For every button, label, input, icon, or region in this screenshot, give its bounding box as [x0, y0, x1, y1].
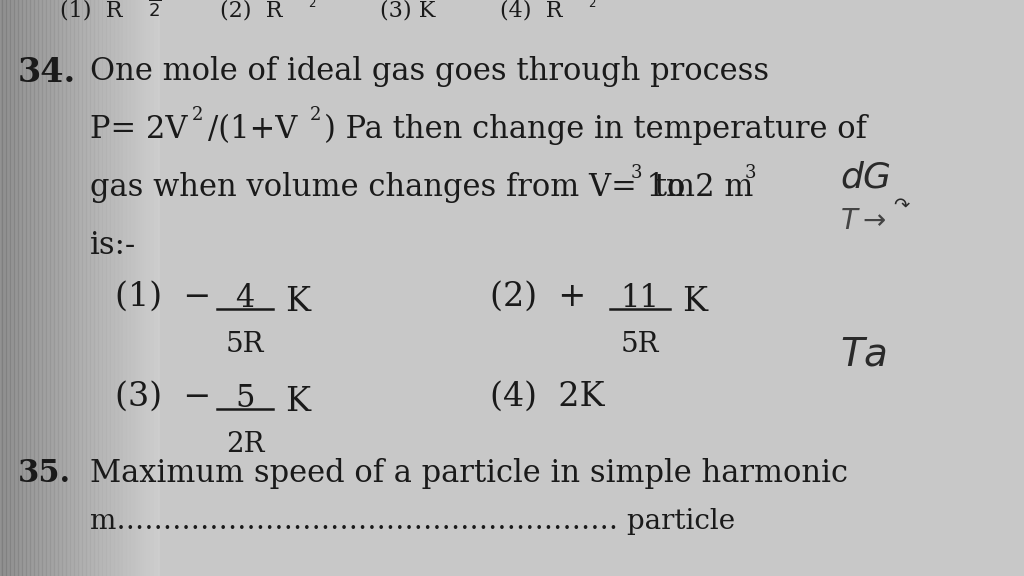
Text: (1)  R: (1) R	[60, 0, 123, 22]
Text: m……………………………………………… particle: m……………………………………………… particle	[90, 508, 735, 535]
Text: (1)  −: (1) −	[115, 281, 211, 313]
Text: 5R: 5R	[225, 331, 264, 358]
Text: /(1+V: /(1+V	[208, 114, 297, 145]
Text: 2R: 2R	[225, 431, 264, 458]
Text: K: K	[285, 386, 310, 418]
Text: (2)  R: (2) R	[220, 0, 283, 22]
Text: $\mathit{\curvearrowright}$: $\mathit{\curvearrowright}$	[890, 196, 911, 214]
Text: 3: 3	[631, 164, 642, 182]
Text: 5R: 5R	[621, 331, 659, 358]
Text: One mole of ideal gas goes through process: One mole of ideal gas goes through proce…	[90, 56, 769, 87]
Text: to 2 m: to 2 m	[645, 172, 754, 203]
Text: 11: 11	[621, 283, 659, 314]
Text: 3: 3	[745, 164, 757, 182]
Text: $\overline{2}$: $\overline{2}$	[148, 0, 162, 21]
Text: ) Pa then change in temperature of: ) Pa then change in temperature of	[324, 114, 867, 145]
Text: 5: 5	[236, 383, 255, 414]
Text: K: K	[285, 286, 310, 318]
Text: $T\rightarrow$: $T\rightarrow$	[840, 208, 886, 235]
Text: (4)  2K: (4) 2K	[490, 381, 604, 413]
Text: 34.: 34.	[18, 56, 76, 89]
Text: (2)  +: (2) +	[490, 281, 587, 313]
Text: K: K	[682, 286, 707, 318]
Text: gas when volume changes from V= 1m: gas when volume changes from V= 1m	[90, 172, 695, 203]
Text: (4)  R: (4) R	[500, 0, 562, 22]
Text: $\mathit{dG}$: $\mathit{dG}$	[840, 161, 891, 195]
Text: $^{2}$: $^{2}$	[588, 0, 596, 17]
Text: is:-: is:-	[90, 230, 136, 261]
Text: (3)  −: (3) −	[115, 381, 211, 413]
Text: $\mathit{Ta}$: $\mathit{Ta}$	[840, 336, 887, 373]
Text: Maximum speed of a particle in simple harmonic: Maximum speed of a particle in simple ha…	[90, 458, 848, 489]
Text: P= 2V: P= 2V	[90, 114, 187, 145]
Text: 35.: 35.	[18, 458, 71, 489]
Text: $^{2}$: $^{2}$	[308, 0, 316, 17]
Text: 4: 4	[236, 283, 255, 314]
Text: 2: 2	[310, 106, 322, 124]
Text: 2: 2	[193, 106, 204, 124]
Text: (3) K: (3) K	[380, 0, 435, 22]
